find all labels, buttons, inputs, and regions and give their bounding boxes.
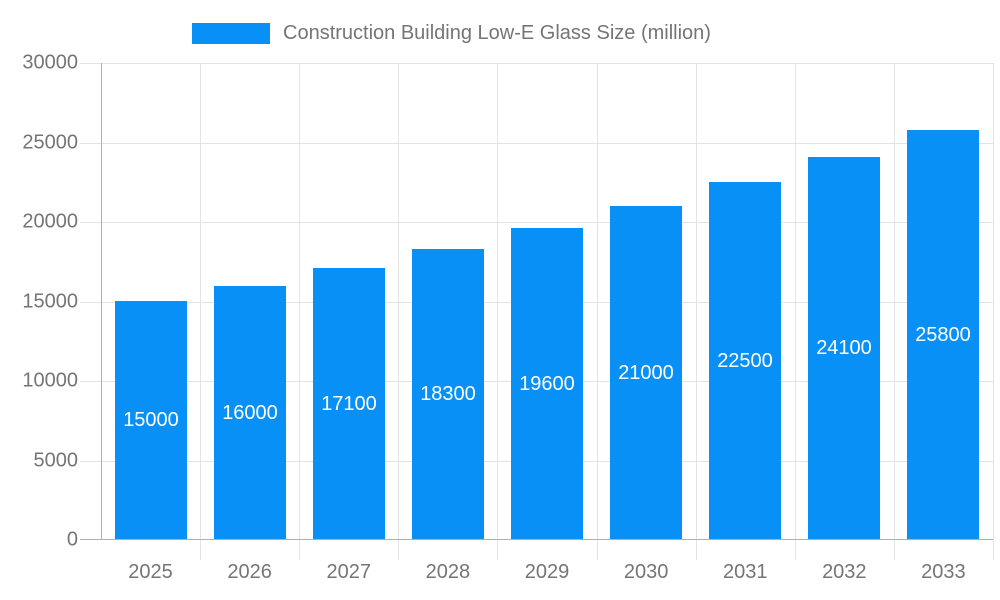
bar-value-label: 19600 — [519, 372, 575, 395]
y-axis-tick-label: 30000 — [22, 51, 78, 74]
bar-value-label: 22500 — [717, 349, 773, 372]
y-axis-tick-label: 20000 — [22, 210, 78, 233]
plot-area: 15000 16000 17100 18300 19600 21000 22500 24100… — [80, 63, 994, 560]
y-gridline — [80, 222, 993, 223]
x-gridline — [696, 63, 697, 560]
x-axis-labels: 2025 2026 2027 2028 2029 2030 2031 2032 2033 — [101, 561, 993, 587]
y-gridline — [80, 143, 993, 144]
x-gridline — [993, 63, 994, 560]
x-axis-tick-label: 2026 — [227, 561, 272, 583]
chart-title: Construction Building Low-E Glass Size (… — [283, 22, 711, 44]
x-axis-tick-label: 2032 — [822, 561, 867, 583]
x-axis-tick-label: 2031 — [722, 561, 768, 583]
bar[interactable]: 16000 — [214, 286, 286, 540]
y-axis-tick-label: 25000 — [22, 131, 78, 153]
y-axis-tick-label: 5000 — [33, 449, 79, 471]
bar[interactable]: 18300 — [412, 249, 484, 540]
legend[interactable]: Construction Building Low-E Glass Size (… — [192, 22, 711, 45]
bar[interactable]: 19600 — [511, 228, 583, 540]
x-gridline — [597, 63, 598, 560]
y-axis-tick-label: 15000 — [22, 290, 78, 312]
x-axis-tick-label: 2027 — [326, 561, 372, 583]
x-gridline — [200, 63, 201, 560]
bar-value-label: 25800 — [915, 323, 971, 346]
x-gridline — [299, 63, 300, 560]
x-axis-tick-label: 2033 — [921, 561, 966, 583]
bar[interactable]: 17100 — [313, 268, 385, 540]
legend-swatch — [192, 23, 270, 44]
bar[interactable]: 15000 — [115, 301, 187, 540]
y-axis-tick-label: 0 — [66, 528, 78, 551]
bar[interactable]: 21000 — [610, 206, 682, 540]
bar-value-label: 15000 — [123, 409, 179, 431]
bar[interactable]: 22500 — [709, 182, 781, 540]
y-axis-line — [101, 63, 102, 540]
x-gridline — [497, 63, 498, 560]
y-gridline — [80, 63, 993, 64]
x-gridline — [398, 63, 399, 560]
y-axis-tick-label: 10000 — [22, 369, 78, 392]
x-axis-tick-label: 2025 — [128, 561, 173, 583]
bar-value-label: 17100 — [321, 392, 377, 415]
bar[interactable]: 24100 — [808, 157, 880, 540]
x-axis-line — [80, 539, 993, 540]
x-gridline — [894, 63, 895, 560]
bar-value-label: 18300 — [420, 383, 476, 405]
y-axis-labels: 0 5000 10000 15000 20000 25000 30000 — [0, 52, 80, 551]
x-axis-tick-label: 2029 — [524, 561, 570, 583]
bar-value-label: 16000 — [222, 401, 278, 424]
bar-value-label: 21000 — [618, 361, 674, 384]
bar-value-label: 24100 — [816, 337, 872, 359]
x-axis-tick-label: 2028 — [425, 561, 471, 583]
x-axis-tick-label: 2030 — [623, 561, 669, 583]
x-gridline — [795, 63, 796, 560]
bar[interactable]: 25800 — [907, 130, 979, 540]
